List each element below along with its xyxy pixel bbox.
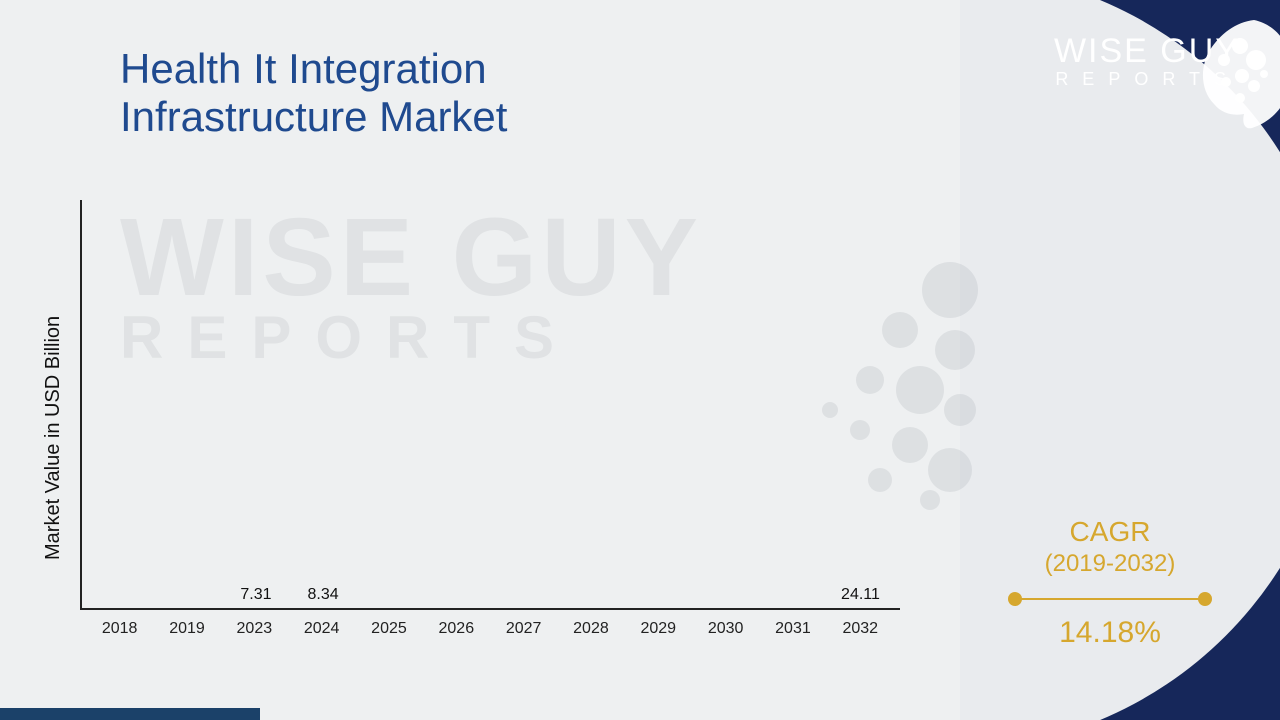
bars-container: 7.31 8.34 24.11: [82, 200, 900, 608]
bar-chart: 7.31 8.34 24.11: [80, 200, 900, 610]
x-tick-label: 2018: [86, 620, 153, 638]
x-axis-labels: 2018201920232024202520262027202820292030…: [80, 620, 900, 638]
cagr-divider: [1015, 598, 1205, 600]
brand-logo-text: WISE GUY REPORTS: [1054, 32, 1240, 90]
bar-wrap: 8.34: [290, 586, 357, 608]
x-tick-label: 2031: [759, 620, 826, 638]
cagr-period: (2019-2032): [1000, 550, 1220, 578]
brand-line2: REPORTS: [1054, 69, 1240, 90]
x-tick-label: 2028: [557, 620, 624, 638]
bar-wrap: [625, 604, 692, 608]
cagr-value: 14.18%: [1000, 616, 1220, 650]
footer-accent-bar: [0, 708, 260, 720]
x-tick-label: 2023: [221, 620, 288, 638]
bar-wrap: [357, 604, 424, 608]
bar-wrap: 24.11: [827, 586, 894, 608]
x-tick-label: 2024: [288, 620, 355, 638]
x-tick-label: 2032: [827, 620, 894, 638]
x-tick-label: 2026: [423, 620, 490, 638]
x-tick-label: 2027: [490, 620, 557, 638]
bar-value-label: 8.34: [308, 586, 339, 604]
bar-wrap: [155, 604, 222, 608]
bar-wrap: [491, 604, 558, 608]
x-tick-label: 2029: [625, 620, 692, 638]
bar-wrap: [558, 604, 625, 608]
x-tick-label: 2030: [692, 620, 759, 638]
chart-title: Health It Integration Infrastructure Mar…: [120, 45, 680, 142]
bar-wrap: [424, 604, 491, 608]
bar-value-label: 7.31: [240, 586, 271, 604]
bar-wrap: [760, 604, 827, 608]
x-tick-label: 2025: [355, 620, 422, 638]
y-axis-label: Market Value in USD Billion: [42, 140, 65, 560]
chart-stage: WISE GUY REPORTS Health It Integration I…: [0, 0, 1280, 720]
brand-line1: WISE GUY: [1054, 32, 1240, 71]
bar-wrap: 7.31: [222, 586, 289, 608]
bar-value-label: 24.11: [841, 586, 880, 604]
bar-wrap: [693, 604, 760, 608]
x-tick-label: 2019: [153, 620, 220, 638]
cagr-block: CAGR (2019-2032) 14.18%: [1000, 516, 1220, 650]
bar-wrap: [88, 604, 155, 608]
cagr-label: CAGR: [1000, 516, 1220, 548]
